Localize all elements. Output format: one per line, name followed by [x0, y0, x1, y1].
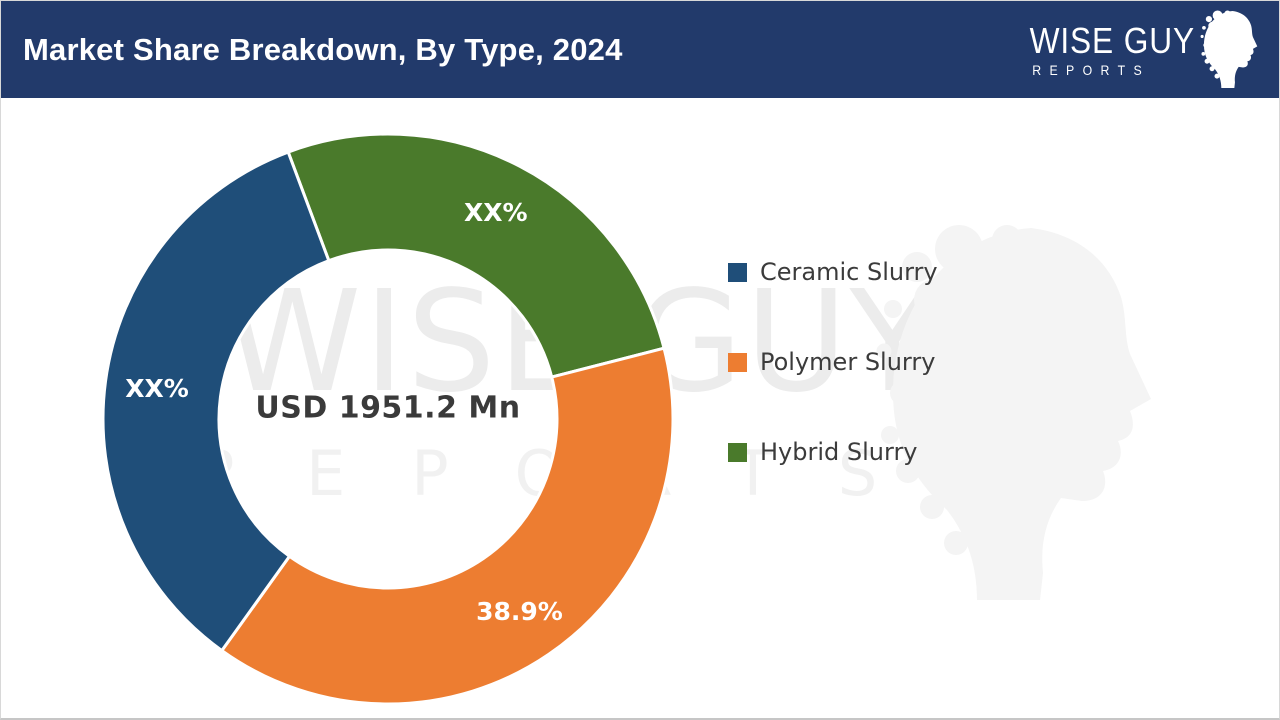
- logo-face-icon: [1200, 10, 1258, 88]
- legend-label: Ceramic Slurry: [760, 258, 938, 286]
- legend-swatch-icon: [728, 352, 747, 372]
- donut-center-label: USD 1951.2 Mn: [255, 390, 521, 426]
- legend: Ceramic Slurry Polymer Slurry Hybrid Slu…: [728, 253, 938, 523]
- donut-segment-hybrid-slurry: [286, 132, 666, 379]
- legend-item-ceramic-slurry: Ceramic Slurry: [728, 253, 938, 291]
- legend-label: Hybrid Slurry: [760, 438, 918, 466]
- legend-item-hybrid-slurry: Hybrid Slurry: [728, 433, 938, 471]
- legend-label: Polymer Slurry: [760, 348, 936, 376]
- wiseguy-logo: WISE GUY REPORTS: [1007, 9, 1261, 90]
- donut-segment-ceramic-slurry: [101, 150, 331, 653]
- logo-wordmark: WISE GUY: [1029, 19, 1195, 61]
- legend-swatch-icon: [728, 262, 747, 282]
- logo-text: WISE GUY REPORTS: [1029, 19, 1195, 78]
- segment-percent-label: 38.9%: [476, 597, 563, 626]
- logo-subtitle: REPORTS: [1032, 61, 1151, 78]
- donut-chart: XX% 38.9% XX%: [101, 132, 675, 706]
- donut-segment-polymer-slurry: [220, 346, 675, 706]
- page-title: Market Share Breakdown, By Type, 2024: [23, 31, 623, 67]
- legend-item-polymer-slurry: Polymer Slurry: [728, 343, 938, 381]
- segment-percent-label: XX%: [464, 198, 528, 227]
- header-bar: Market Share Breakdown, By Type, 2024 WI…: [1, 1, 1279, 98]
- segment-percent-label: XX%: [125, 374, 189, 403]
- watermark-subtitle: REPORTS: [197, 443, 943, 505]
- legend-swatch-icon: [728, 442, 747, 462]
